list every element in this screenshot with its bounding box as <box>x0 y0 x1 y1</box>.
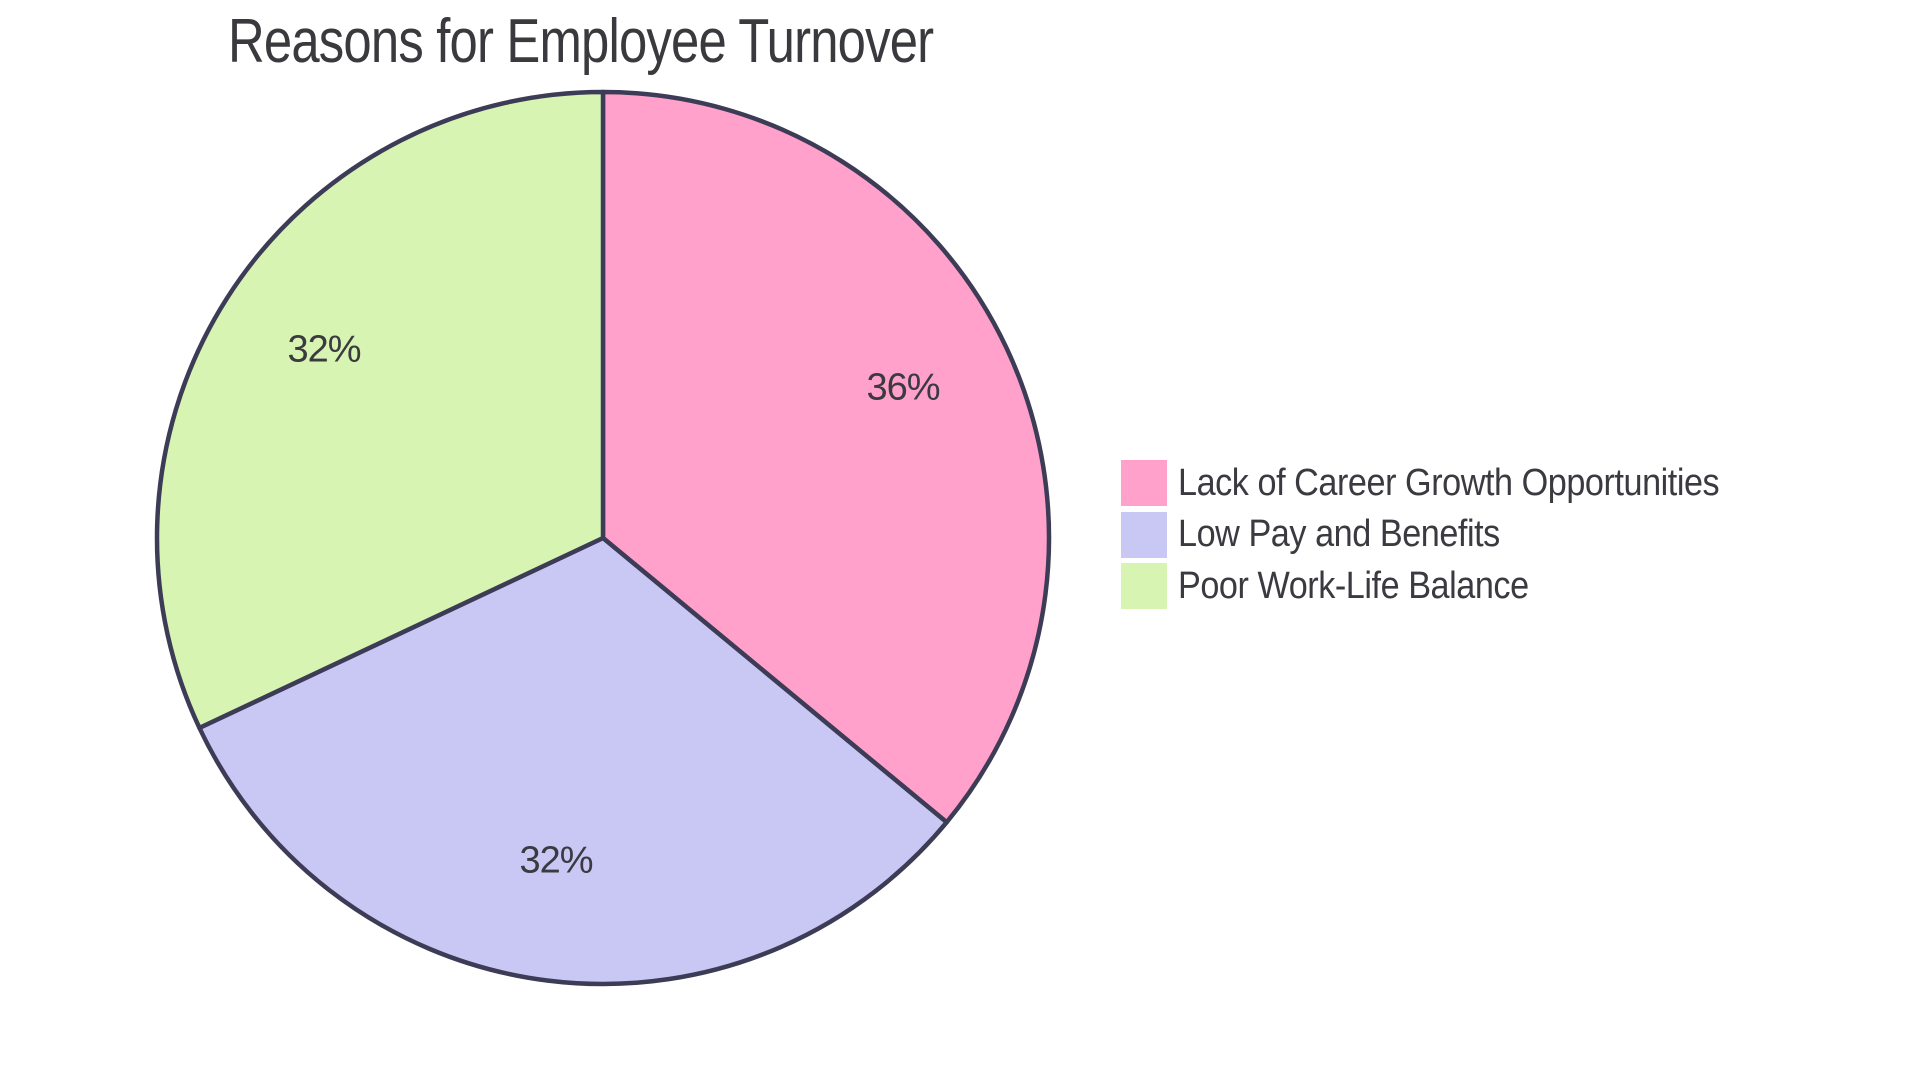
legend-color-square <box>1121 460 1167 506</box>
slice-percent-label-poor-work-life-balance: 32% <box>287 328 361 371</box>
legend-swatch-icon <box>1121 563 1167 609</box>
pie-slice-lack-of-career-growth-opportunities <box>600 89 1052 825</box>
legend-item: Lack of Career Growth Opportunities <box>1121 460 1779 506</box>
legend-label-lack-of-career-growth: Lack of Career Growth Opportunities <box>1178 461 1720 504</box>
pie-slice-low-pay-and-benefits <box>197 535 949 987</box>
legend-color-square <box>1121 511 1167 558</box>
legend-item: Low Pay and Benefits <box>1121 511 1779 558</box>
legend-item: Poor Work-Life Balance <box>1121 563 1779 609</box>
legend-label-low-pay-and-benefits: Low Pay and Benefits <box>1178 513 1500 555</box>
chart-title: Reasons for Employee Turnover <box>228 7 934 76</box>
legend-swatch-icon <box>1121 511 1167 558</box>
slice-percent-label-low-pay-and-benefits: 32% <box>519 839 593 882</box>
legend-label-poor-work-life-balance: Poor Work-Life Balance <box>1178 564 1529 607</box>
slice-percent-label-lack-of-career-growth: 36% <box>866 366 940 409</box>
legend: Lack of Career Growth Opportunities Low … <box>1121 460 1779 615</box>
legend-swatch-icon <box>1121 460 1167 506</box>
legend-color-square <box>1121 563 1167 609</box>
pie-slice-poor-work-life-balance <box>154 89 606 731</box>
